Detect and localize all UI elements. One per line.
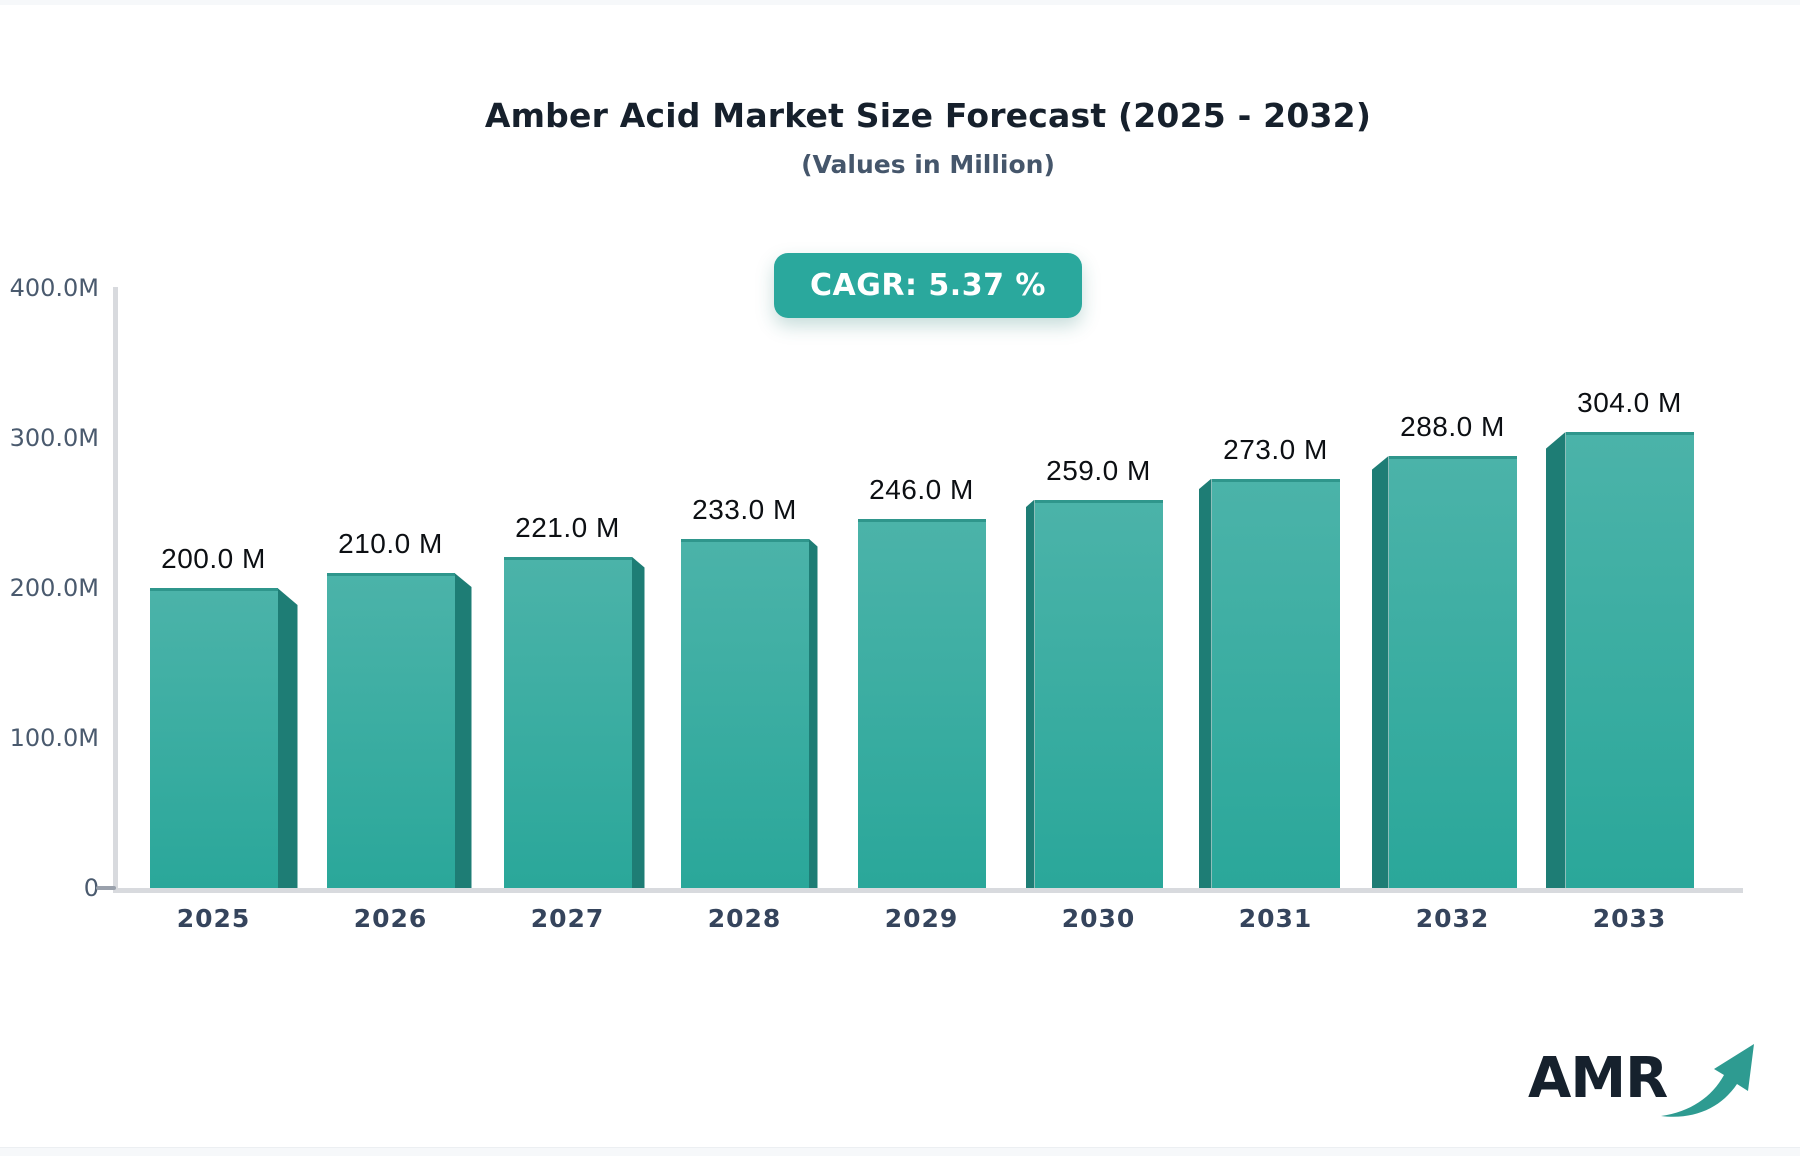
bar-value-2032: 288.0 M	[1400, 411, 1505, 442]
x-axis-line	[113, 888, 1743, 893]
x-axis-label-2032: 2032	[1415, 904, 1490, 933]
x-axis-label-2026: 2026	[353, 904, 428, 933]
bar-side-2030	[1025, 499, 1035, 888]
y-axis-label-0: 0	[83, 874, 99, 902]
cagr-badge-row: CAGR: 5.37 %	[113, 253, 1743, 318]
y-axis-label-200.0M: 200.0M	[9, 574, 99, 602]
chart-subtitle: (Values in Million)	[801, 150, 1055, 179]
bar-side-2028	[808, 538, 818, 888]
bar-2025	[149, 588, 278, 888]
bar-value-2031: 273.0 M	[1223, 433, 1328, 465]
bar-2032	[1388, 456, 1517, 888]
y-axis-label-100.0M: 100.0M	[9, 724, 99, 752]
y-axis-label-300.0M: 300.0M	[9, 424, 99, 452]
bar-side-2032	[1371, 456, 1389, 888]
bar-value-2029: 246.0 M	[869, 474, 974, 505]
bar-2030	[1034, 499, 1163, 888]
y-axis-label-400.0M: 400.0M	[9, 274, 99, 302]
x-axis-label-2025: 2025	[176, 904, 251, 933]
cagr-badge: CAGR: 5.37 %	[774, 253, 1082, 318]
bar-value-2025: 200.0 M	[161, 543, 266, 574]
x-axis-label-2029: 2029	[884, 904, 959, 933]
bar-2027	[503, 556, 632, 888]
x-axis-label-2030: 2030	[1061, 904, 1136, 933]
bar-2029	[857, 519, 986, 888]
bar-side-2026	[454, 573, 472, 888]
bar-2026	[326, 573, 455, 888]
amr-logo: AMR	[1528, 1036, 1778, 1128]
growth-arrow-icon	[1661, 1044, 1754, 1117]
bar-side-2025	[277, 588, 298, 888]
bar-value-2026: 210.0 M	[338, 528, 443, 559]
bar-value-2027: 221.0 M	[515, 511, 620, 543]
x-axis-label-2033: 2033	[1592, 904, 1667, 933]
bar-2028	[680, 538, 809, 888]
bar-2033	[1565, 432, 1694, 888]
y-axis-line	[113, 287, 118, 893]
chart-title: Amber Acid Market Size Forecast (2025 - …	[484, 96, 1372, 135]
x-axis-label-2031: 2031	[1238, 904, 1313, 933]
bar-value-2030: 259.0 M	[1046, 454, 1151, 486]
bar-side-2031	[1198, 478, 1212, 888]
bar-value-2028: 233.0 M	[692, 493, 797, 525]
x-axis-label-2027: 2027	[530, 904, 605, 933]
page-edge-top	[0, 0, 1800, 5]
x-axis-label-2028: 2028	[707, 904, 782, 933]
y-axis-tick-mark-zero	[96, 886, 116, 890]
amr-logo-text: AMR	[1528, 1046, 1668, 1111]
bar-2031	[1211, 478, 1340, 888]
bar-value-2033: 304.0 M	[1577, 387, 1682, 418]
bar-side-2027	[631, 556, 645, 888]
bar-side-2033	[1545, 432, 1566, 888]
page-edge-bottom	[0, 1147, 1800, 1156]
